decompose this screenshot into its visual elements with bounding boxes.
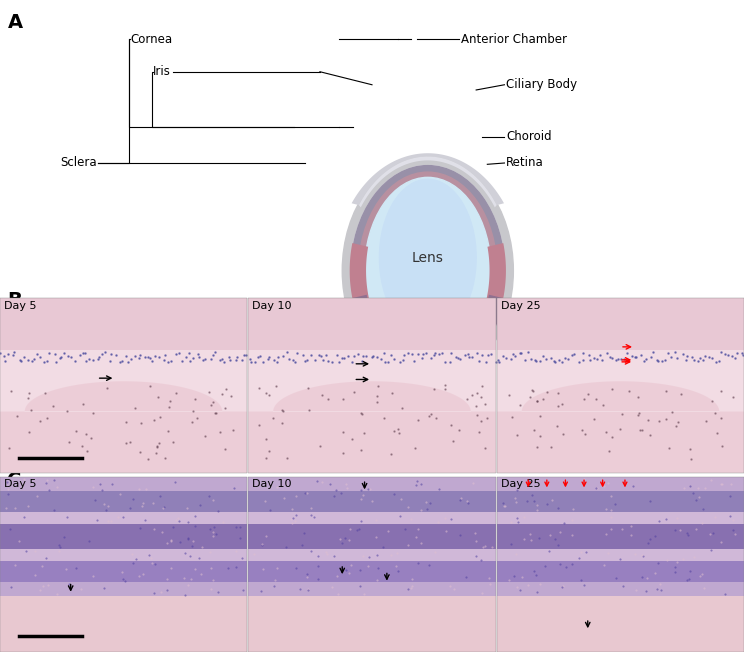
Bar (248, 582, 496, 596)
Bar (0, 298, 247, 473)
Bar (0, 477, 247, 491)
Bar (0, 298, 247, 350)
Polygon shape (486, 243, 506, 307)
Bar (248, 596, 496, 652)
Text: Day 10: Day 10 (252, 479, 292, 489)
Polygon shape (419, 385, 437, 408)
Bar (497, 477, 744, 652)
Polygon shape (248, 381, 496, 473)
Bar (248, 561, 496, 582)
Bar (497, 298, 744, 473)
Ellipse shape (351, 166, 504, 376)
Bar (248, 298, 496, 473)
Text: Retina: Retina (506, 156, 544, 170)
Bar (497, 298, 744, 473)
Bar (497, 561, 744, 582)
Text: A: A (7, 13, 22, 32)
Bar (497, 477, 744, 491)
Bar (248, 477, 496, 491)
Bar (0, 477, 247, 652)
Bar (0, 549, 247, 561)
Polygon shape (352, 153, 504, 205)
Polygon shape (472, 295, 504, 347)
Text: Sclera: Sclera (60, 156, 97, 170)
Text: B: B (7, 291, 22, 310)
Ellipse shape (379, 179, 476, 336)
Bar (248, 298, 496, 473)
Bar (0, 491, 247, 512)
Bar (497, 582, 744, 596)
Polygon shape (0, 381, 247, 473)
Polygon shape (497, 381, 744, 473)
Text: Lens: Lens (412, 250, 443, 265)
Bar (248, 477, 496, 652)
Polygon shape (351, 295, 383, 347)
Bar (0, 512, 247, 524)
Text: Day 10: Day 10 (252, 301, 292, 311)
Bar (248, 298, 496, 350)
Polygon shape (359, 156, 497, 207)
Ellipse shape (342, 156, 513, 385)
Ellipse shape (365, 177, 491, 364)
Bar (248, 549, 496, 561)
Bar (497, 596, 744, 652)
Bar (497, 524, 744, 549)
Text: Day 25: Day 25 (501, 301, 540, 311)
Text: Cornea: Cornea (130, 33, 173, 46)
Polygon shape (350, 243, 370, 307)
Text: Iris: Iris (153, 65, 170, 78)
Text: Ciliary Body: Ciliary Body (506, 78, 577, 91)
Bar (497, 298, 744, 350)
Bar (0, 596, 247, 652)
Text: C: C (7, 471, 22, 490)
Bar (497, 512, 744, 524)
Bar (497, 491, 744, 512)
Text: Choroid: Choroid (506, 130, 551, 143)
Bar (248, 491, 496, 512)
Bar (0, 298, 247, 473)
Text: Day 5: Day 5 (4, 479, 36, 489)
Bar (0, 477, 247, 652)
Bar (497, 549, 744, 561)
Text: Day 5: Day 5 (4, 301, 36, 311)
Ellipse shape (359, 172, 497, 369)
Bar (0, 524, 247, 549)
Bar (0, 582, 247, 596)
Bar (248, 524, 496, 549)
Ellipse shape (351, 166, 504, 376)
Bar (0, 561, 247, 582)
Bar (497, 477, 744, 652)
Text: Day 25: Day 25 (501, 479, 540, 489)
Text: Anterior Chamber: Anterior Chamber (461, 33, 567, 46)
Bar (248, 477, 496, 652)
Bar (248, 512, 496, 524)
